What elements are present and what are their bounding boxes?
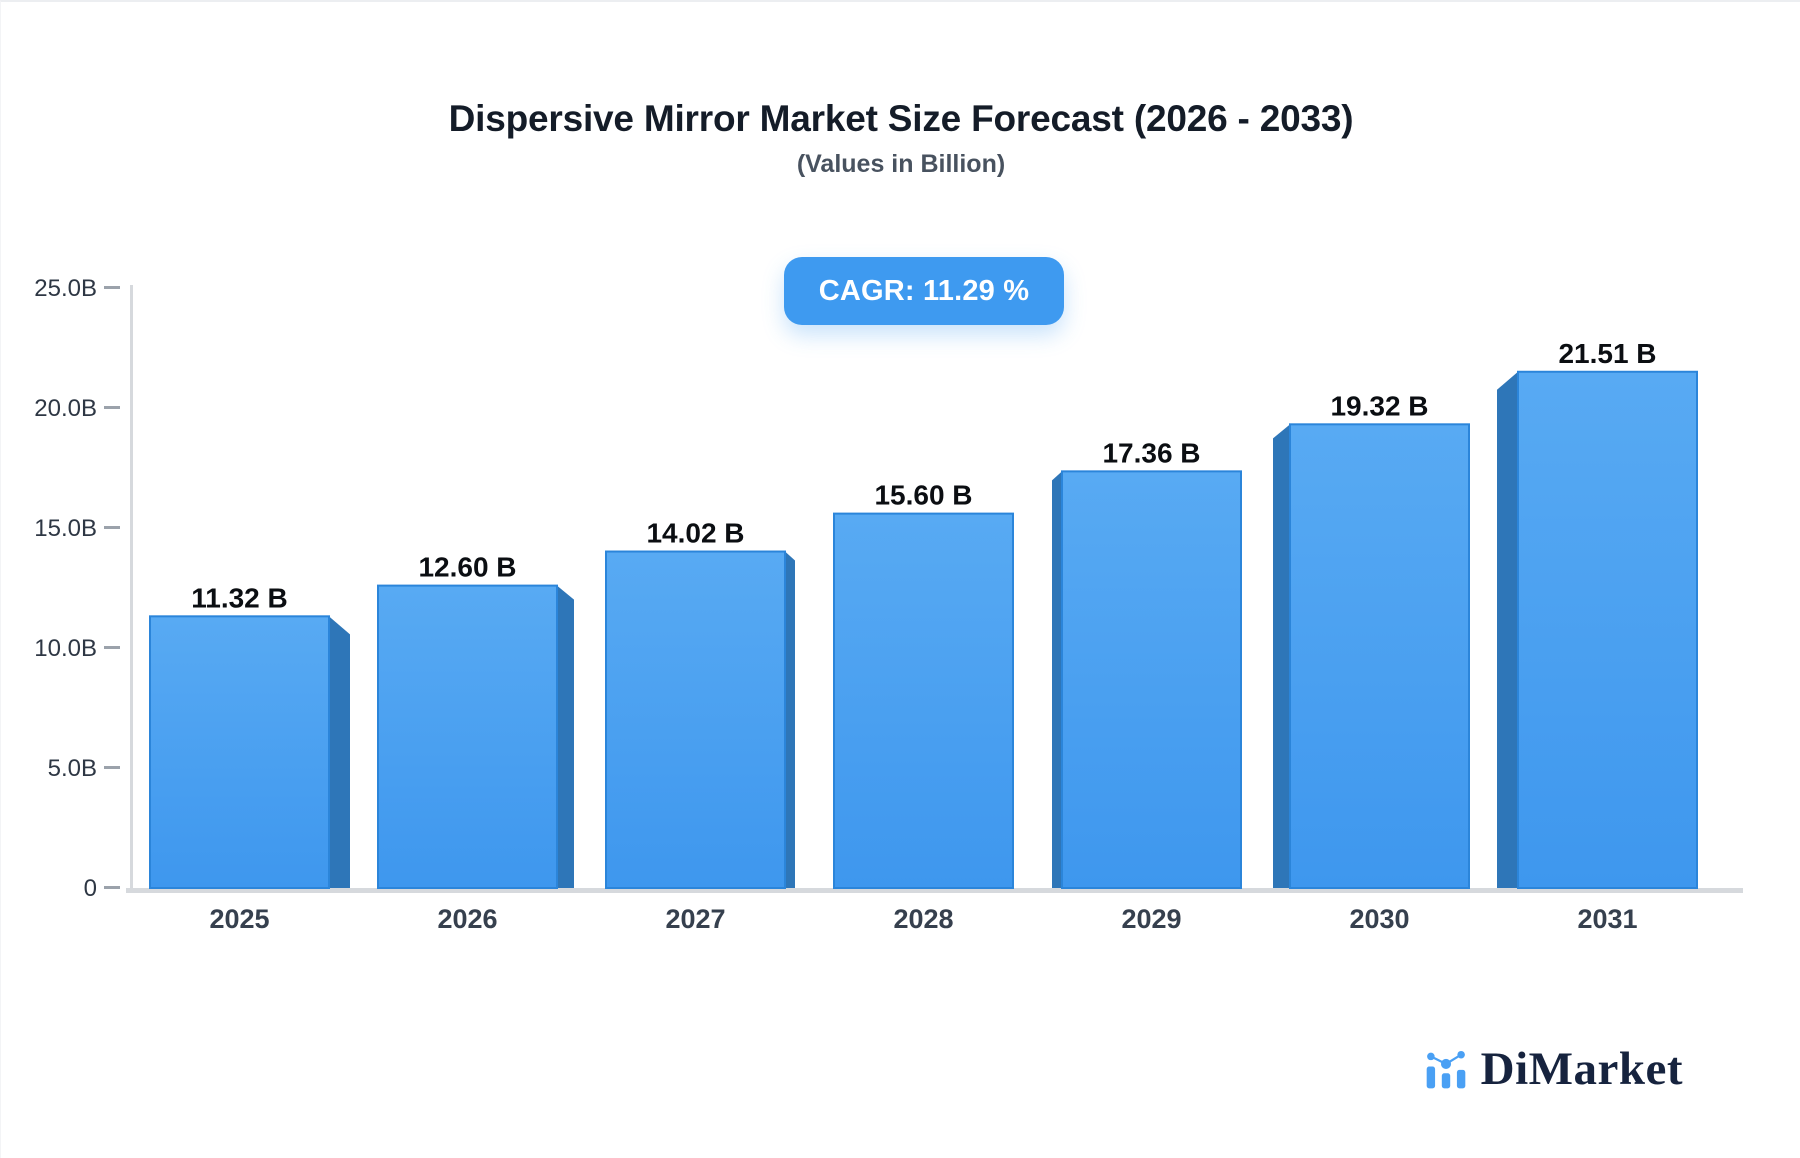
x-tick-label: 2028 — [893, 904, 953, 934]
bar-value-label: 11.32 B — [191, 582, 288, 613]
x-tick-label: 2031 — [1577, 904, 1637, 934]
bar-2030 — [1273, 423, 1470, 889]
bar-side-panel — [1497, 371, 1518, 888]
y-axis-line — [130, 285, 133, 892]
x-tick-label: 2026 — [437, 904, 497, 934]
y-tick — [104, 646, 120, 649]
bar-value-label: 12.60 B — [418, 552, 516, 583]
y-tick — [104, 766, 120, 769]
bar-2028 — [833, 512, 1014, 889]
bar-face — [1289, 423, 1470, 889]
brand-logo[interactable]: DiMarket — [1425, 1042, 1683, 1096]
bar-2031 — [1497, 370, 1698, 889]
bar-side-panel — [557, 585, 574, 888]
cagr-badge-label: CAGR: 11.29 % — [818, 274, 1030, 307]
x-tick-label: 2030 — [1349, 904, 1409, 934]
bar-value-labels: 11.32 B 2025 12.60 B 2026 14.02 B 2027 15.60 B… — [191, 338, 1656, 934]
axes: 0 5.0B 10.0B 15.0B 20.0B 25.0B — [34, 275, 1743, 902]
logo-dot-1 — [1440, 1058, 1451, 1069]
y-tick-label: 10.0B — [34, 635, 97, 662]
y-tick-label: 5.0B — [48, 755, 97, 782]
bar-value-label: 15.60 B — [874, 480, 972, 511]
y-tick-label: 15.0B — [34, 515, 97, 542]
logo-bar-1 — [1441, 1073, 1450, 1089]
bar-2027 — [605, 550, 795, 890]
bar-face — [149, 615, 330, 889]
bar-face — [605, 550, 786, 890]
y-tick — [104, 526, 120, 529]
bar-value-label: 19.32 B — [1330, 390, 1428, 421]
bar-side-panel — [1052, 471, 1062, 888]
x-tick-label: 2025 — [209, 904, 269, 934]
x-tick-label: 2027 — [665, 904, 725, 934]
logo-bar-0 — [1426, 1066, 1435, 1089]
brand-name: DiMarket — [1480, 1043, 1683, 1095]
bar-chart-plot: 0 5.0B 10.0B 15.0B 20.0B 25.0B 11.32 B 2025 12.… — [34, 275, 1743, 934]
y-tick — [104, 406, 120, 409]
logo-dot-2 — [1456, 1050, 1465, 1059]
bar-value-label: 17.36 B — [1102, 437, 1200, 468]
bar-chart-logo-icon — [1426, 1050, 1465, 1089]
x-axis-line — [126, 888, 1743, 893]
cagr-badge[interactable]: CAGR: 11.29 % — [784, 257, 1064, 325]
bar-2026 — [377, 584, 574, 889]
y-tick-label: 25.0B — [34, 275, 97, 302]
y-tick-label: 20.0B — [34, 395, 97, 422]
bar-face — [377, 584, 558, 889]
bar-value-label: 21.51 B — [1558, 338, 1656, 369]
bar-face — [833, 512, 1014, 889]
bar-value-label: 14.02 B — [646, 518, 744, 549]
y-tick-label: 0 — [84, 875, 97, 902]
bar-2029 — [1052, 470, 1242, 889]
bar-face — [1517, 370, 1698, 889]
bar-side-panel — [785, 551, 795, 888]
y-tick — [104, 286, 120, 289]
bar-2025 — [149, 615, 350, 889]
chart-title: Dispersive Mirror Market Size Forecast (… — [448, 98, 1354, 139]
bars — [149, 370, 1698, 890]
bar-side-panel — [1273, 424, 1290, 888]
logo-bar-2 — [1456, 1069, 1465, 1089]
chart-subtitle: (Values in Billion) — [796, 150, 1006, 178]
logo-dot-0 — [1426, 1052, 1435, 1061]
bar-face — [1061, 470, 1242, 889]
y-tick — [104, 886, 120, 889]
bar-side-panel — [329, 616, 350, 888]
x-tick-label: 2029 — [1121, 904, 1181, 934]
